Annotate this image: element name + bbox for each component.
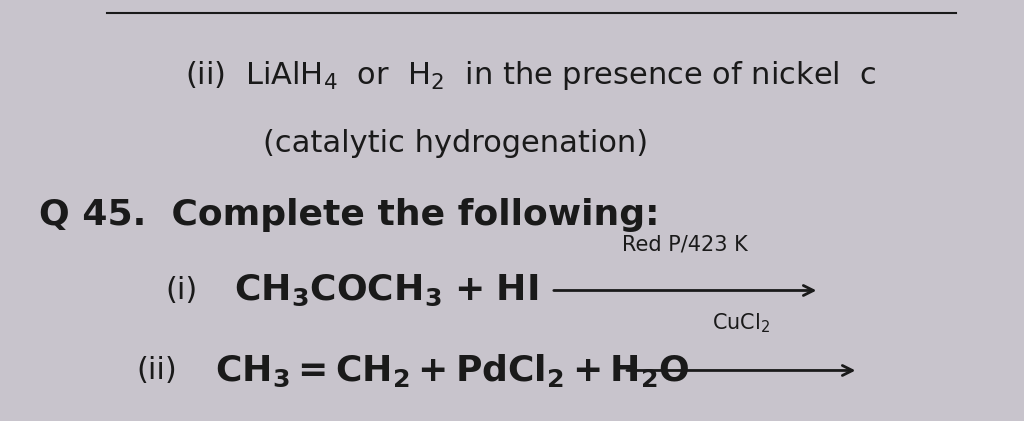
Text: $\mathbf{CH_3COCH_3}$ $\mathbf{+}$ $\mathbf{HI}$: $\mathbf{CH_3COCH_3}$ $\mathbf{+}$ $\mat… bbox=[234, 273, 539, 308]
Text: (ii)  $\mathregular{LiAlH_4}$  or  $\mathregular{H_2}$  in the presence of nicke: (ii) $\mathregular{LiAlH_4}$ or $\mathre… bbox=[185, 59, 877, 92]
Text: Q 45.  Complete the following:: Q 45. Complete the following: bbox=[39, 198, 659, 232]
Text: (catalytic hydrogenation): (catalytic hydrogenation) bbox=[263, 129, 648, 157]
Text: $\mathregular{CuCl_2}$: $\mathregular{CuCl_2}$ bbox=[712, 311, 770, 335]
Text: (i): (i) bbox=[166, 276, 198, 305]
Text: $\mathbf{CH_3{=}CH_2 + PdCl_2 + H_2O}$: $\mathbf{CH_3{=}CH_2 + PdCl_2 + H_2O}$ bbox=[215, 352, 689, 389]
Text: (ii): (ii) bbox=[136, 356, 177, 385]
Text: Red P/423 K: Red P/423 K bbox=[623, 234, 748, 255]
